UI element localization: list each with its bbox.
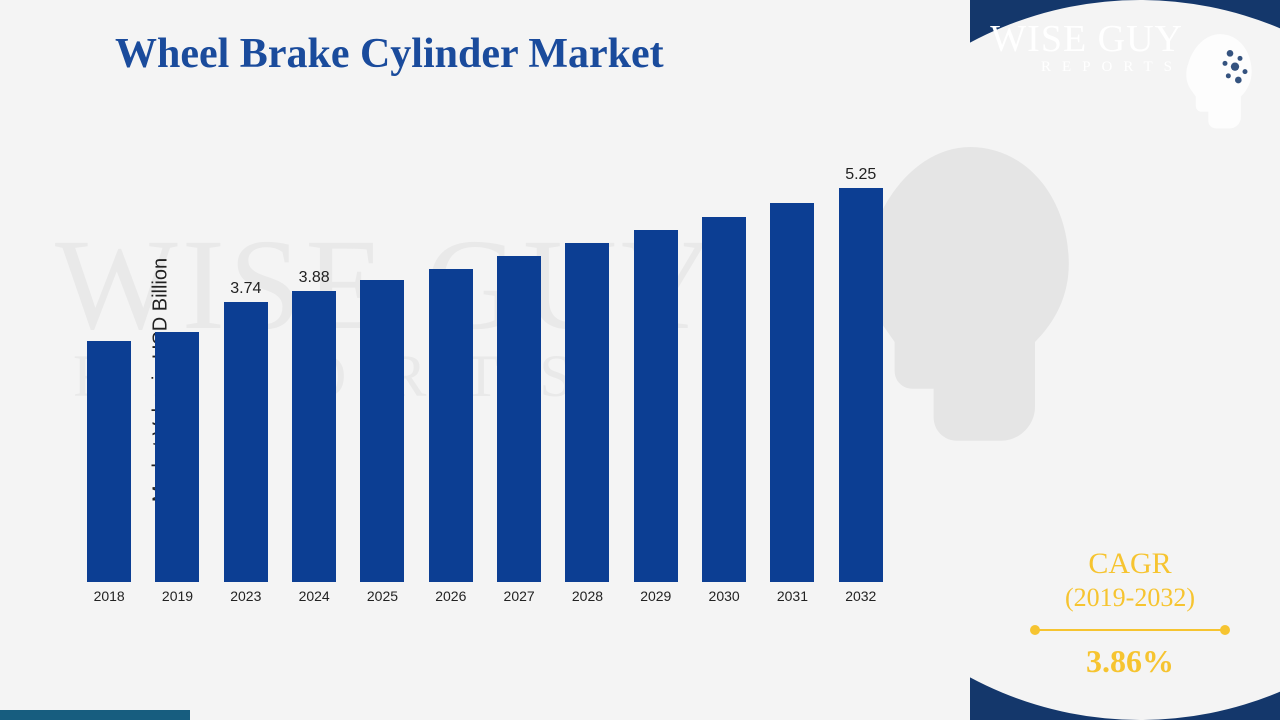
chart-title: Wheel Brake Cylinder Market xyxy=(115,30,664,78)
x-tick-label: 2025 xyxy=(367,588,398,604)
bar xyxy=(565,243,609,582)
cagr-title: CAGR xyxy=(1005,547,1255,581)
bar xyxy=(155,332,199,582)
bar-group: 5.252032 xyxy=(837,188,885,582)
x-tick-label: 2026 xyxy=(435,588,466,604)
bar-value-label: 3.88 xyxy=(299,269,330,287)
x-tick-label: 2031 xyxy=(777,588,808,604)
x-tick-label: 2018 xyxy=(94,588,125,604)
x-tick-label: 2028 xyxy=(572,588,603,604)
bar-group: 3.882024 xyxy=(290,291,338,582)
x-tick-label: 2023 xyxy=(230,588,261,604)
bar-group: 2030 xyxy=(700,217,748,582)
bar-value-label: 3.74 xyxy=(230,280,261,298)
bar-group: 3.742023 xyxy=(222,302,270,583)
bar-group: 2019 xyxy=(153,332,201,582)
bar-group: 2025 xyxy=(358,280,406,582)
cagr-value: 3.86% xyxy=(1005,643,1255,680)
x-tick-label: 2019 xyxy=(162,588,193,604)
x-tick-label: 2032 xyxy=(845,588,876,604)
bar-plot: 2018 2019 3.742023 3.882024 2025 2026 2027 2028… xyxy=(85,162,885,582)
bar-group: 2018 xyxy=(85,341,133,582)
bar xyxy=(224,302,268,583)
logo: WISE GUY REPORTS xyxy=(990,20,1255,75)
bar xyxy=(839,188,883,582)
cagr-block: CAGR (2019-2032) 3.86% xyxy=(1005,547,1255,680)
bar-group: 2027 xyxy=(495,256,543,582)
bar xyxy=(702,217,746,582)
x-tick-label: 2030 xyxy=(709,588,740,604)
bar xyxy=(429,269,473,583)
chart-area: Market Value in USD Billion 201820193.74… xyxy=(75,150,885,610)
bar-group: 2028 xyxy=(563,243,611,582)
bottom-accent-bar xyxy=(0,710,190,720)
bar xyxy=(770,203,814,583)
cagr-divider xyxy=(1035,629,1225,631)
x-tick-label: 2029 xyxy=(640,588,671,604)
logo-sub-text: REPORTS xyxy=(990,60,1183,75)
bar xyxy=(634,230,678,582)
bar xyxy=(292,291,336,582)
bar-group: 2029 xyxy=(632,230,680,582)
x-tick-label: 2024 xyxy=(299,588,330,604)
bar xyxy=(87,341,131,582)
cagr-period: (2019-2032) xyxy=(1005,583,1255,613)
bar xyxy=(497,256,541,582)
logo-main-text: WISE GUY xyxy=(990,20,1183,58)
x-tick-label: 2027 xyxy=(504,588,535,604)
bar-group: 2031 xyxy=(768,203,816,583)
bar-group: 2026 xyxy=(427,269,475,583)
bar-value-label: 5.25 xyxy=(845,166,876,184)
bar xyxy=(360,280,404,582)
